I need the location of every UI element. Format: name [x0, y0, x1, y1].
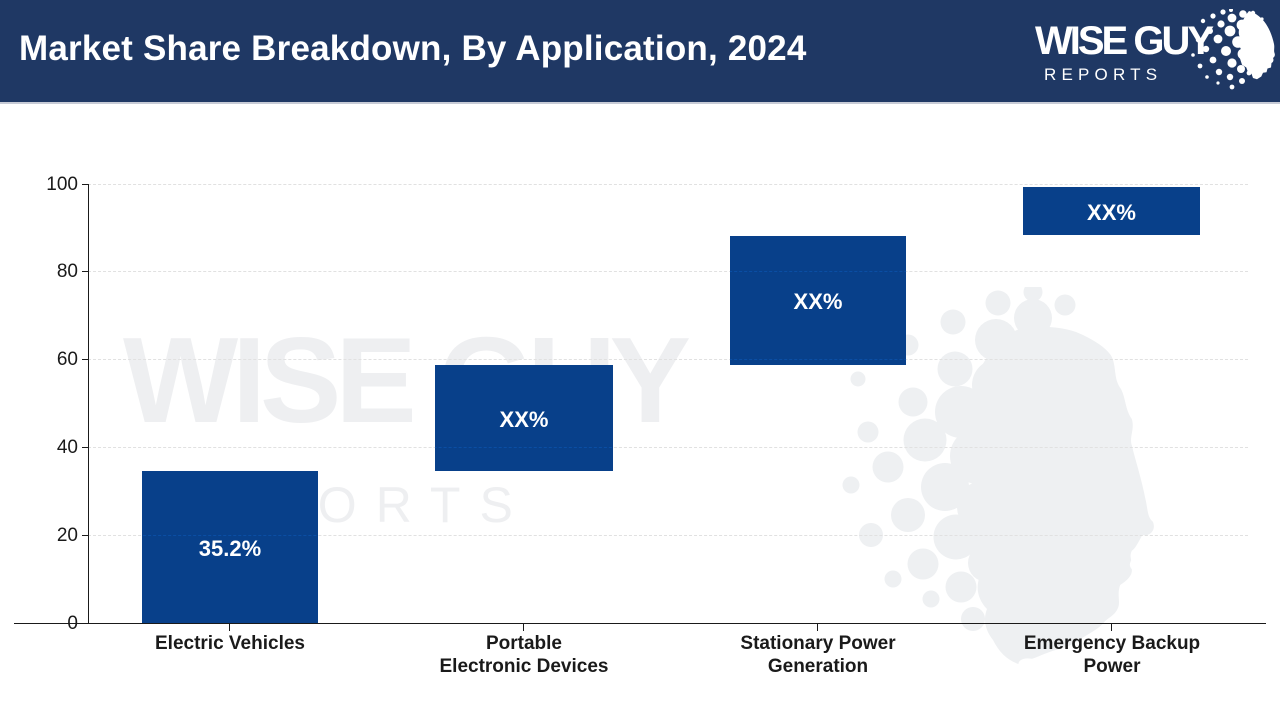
svg-text:WISE GUY: WISE GUY: [1035, 19, 1214, 63]
svg-text:REPORTS: REPORTS: [1044, 65, 1162, 84]
